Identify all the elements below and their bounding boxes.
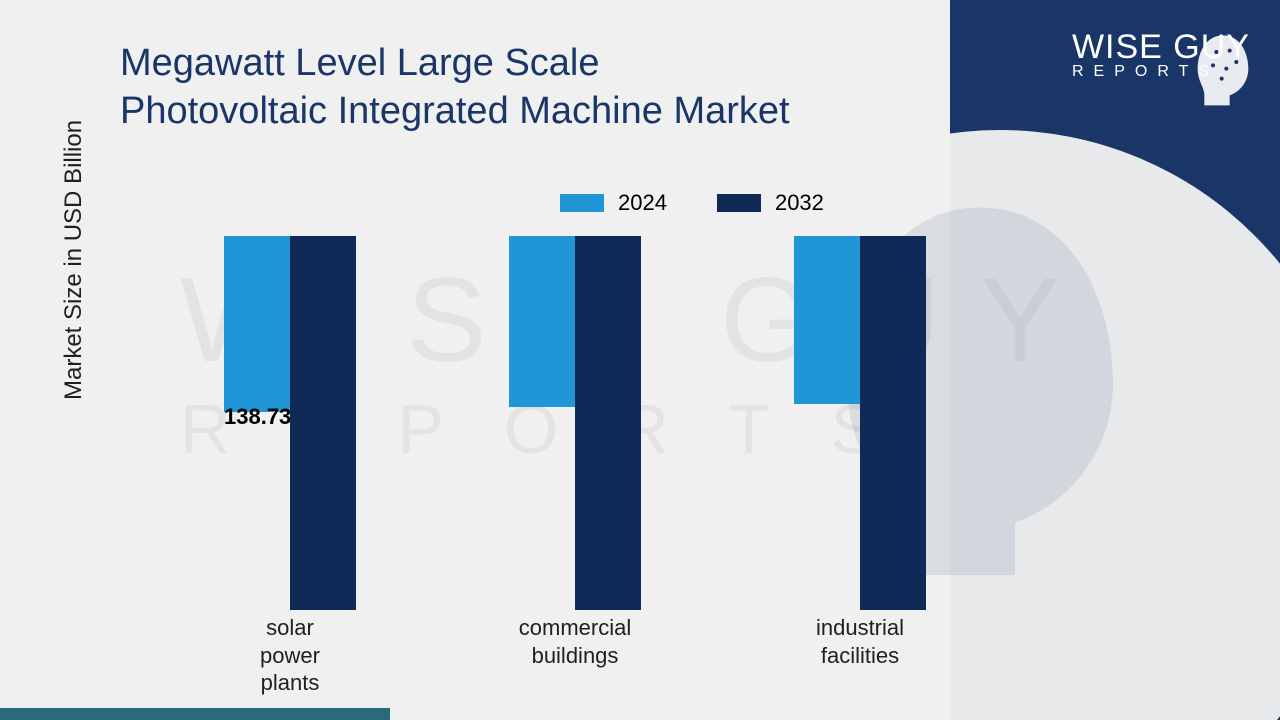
- legend-swatch-2024: [560, 194, 604, 212]
- x-axis-category-label: industrialfacilities: [760, 614, 960, 669]
- bar-group: 138.73: [190, 236, 390, 610]
- legend: 2024 2032: [560, 190, 824, 216]
- x-axis-category-label: commercialbuildings: [475, 614, 675, 669]
- x-axis-category-label: solarpowerplants: [190, 614, 390, 697]
- y-axis-label: Market Size in USD Billion: [60, 120, 88, 400]
- bar-group: [475, 236, 675, 610]
- bar: [290, 236, 356, 610]
- legend-label-2032: 2032: [775, 190, 824, 216]
- page-root: WISE GUY REPORTS WISE GUY REPORTS Megawa…: [0, 0, 1280, 720]
- chart-title: Megawatt Level Large Scale Photovoltaic …: [120, 40, 800, 135]
- bar: [575, 236, 641, 610]
- legend-item-2024: 2024: [560, 190, 667, 216]
- chart-plot-area: 138.73: [130, 230, 930, 610]
- legend-item-2032: 2032: [717, 190, 824, 216]
- bar-group: [760, 236, 960, 610]
- bar-value-label: 138.73: [224, 404, 290, 430]
- legend-label-2024: 2024: [618, 190, 667, 216]
- bar: [224, 236, 290, 412]
- bottom-strip: [0, 708, 390, 720]
- bar: [860, 236, 926, 610]
- brand-logo: WISE GUY REPORTS: [1072, 28, 1250, 81]
- bar: [794, 236, 860, 403]
- logo-head-icon: [1188, 32, 1258, 112]
- bar: [509, 236, 575, 407]
- legend-swatch-2032: [717, 194, 761, 212]
